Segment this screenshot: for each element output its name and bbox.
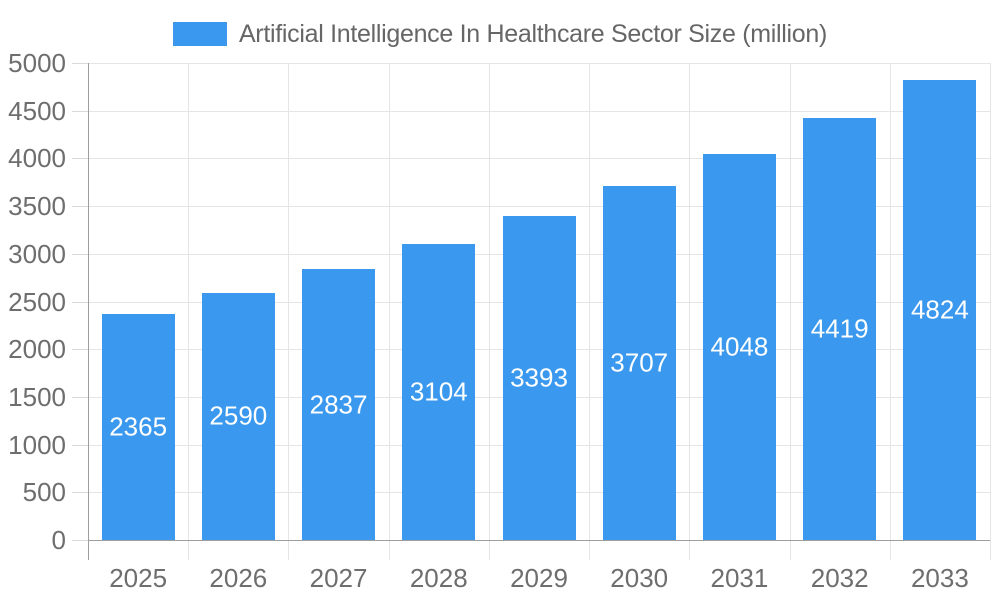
bar-2028[interactable]: 3104 [402, 243, 476, 540]
gridline-v [589, 63, 591, 560]
y-tick-mark [72, 301, 88, 303]
y-tick-mark [72, 540, 88, 541]
bar-2033[interactable]: 4824 [903, 79, 977, 540]
y-axis-label: 5000 [8, 48, 66, 78]
x-axis-label: 2032 [810, 563, 869, 593]
plot-area: 2365 2590 2837 3104 3393 3707 4048 4419 4824 [88, 63, 991, 560]
y-axis-label: 3500 [8, 191, 66, 222]
bar-value-label: 2365 [109, 411, 168, 442]
x-axis-label: 2031 [710, 563, 769, 593]
bar-value-label: 4048 [710, 331, 769, 362]
bar-value-label: 4419 [810, 313, 869, 344]
y-tick-mark [72, 349, 88, 351]
bar-value-label: 2590 [209, 400, 268, 431]
bar-2031[interactable]: 4048 [702, 153, 776, 540]
y-tick-mark [72, 110, 88, 112]
gridline-h [88, 206, 990, 208]
y-axis-label: 0 [51, 525, 66, 555]
y-tick-mark [72, 206, 88, 208]
gridline-v [488, 63, 490, 560]
legend-swatch [172, 22, 227, 46]
gridline-v [889, 63, 891, 560]
gridline-v [388, 63, 390, 560]
y-tick-mark [72, 158, 88, 160]
x-axis-label: 2030 [610, 563, 669, 593]
bar-value-label: 3393 [510, 362, 568, 393]
y-tick-mark [72, 444, 88, 446]
y-axis-label: 500 [22, 477, 66, 508]
bar-value-label: 2837 [309, 389, 368, 420]
y-axis-line [88, 63, 89, 560]
bar-2029[interactable]: 3393 [502, 216, 576, 540]
chart-title: Artificial Intelligence In Healthcare Se… [238, 19, 828, 48]
bar-2030[interactable]: 3707 [602, 186, 676, 540]
bar-2027[interactable]: 2837 [302, 269, 376, 540]
bar-2032[interactable]: 4419 [803, 118, 877, 540]
y-axis-label: 3000 [8, 238, 66, 269]
gridline-v [188, 63, 190, 560]
x-axis-label: 2029 [510, 563, 568, 593]
x-axis-label: 2027 [309, 563, 368, 593]
y-axis-label: 4000 [8, 143, 66, 174]
gridline-v [789, 63, 791, 560]
y-tick-mark [72, 253, 88, 255]
bar-2026[interactable]: 2590 [201, 292, 275, 540]
y-axis-label: 4500 [8, 95, 66, 126]
legend-item[interactable]: Artificial Intelligence In Healthcare Se… [0, 18, 1000, 50]
x-axis-label: 2033 [910, 563, 969, 593]
bar-2025[interactable]: 2365 [101, 314, 175, 540]
y-tick-mark [72, 396, 88, 398]
x-axis-line [88, 540, 990, 541]
gridline-h [88, 158, 990, 160]
bar-value-label: 4824 [910, 294, 969, 325]
bar-value-label: 3707 [610, 347, 669, 378]
x-axis-label: 2026 [209, 563, 268, 593]
gridline-v [990, 63, 991, 560]
y-axis-label: 2500 [8, 286, 66, 317]
gridline-h [88, 63, 990, 64]
gridline-h [88, 110, 990, 112]
x-axis-label: 2028 [409, 563, 468, 593]
y-axis-label: 2000 [8, 334, 66, 365]
gridline-v [288, 63, 290, 560]
y-axis-label: 1500 [8, 381, 66, 412]
y-tick-mark [72, 63, 88, 64]
y-tick-mark [72, 492, 88, 494]
y-axis-label: 1000 [8, 429, 66, 460]
x-axis-label: 2025 [109, 563, 168, 593]
bar-value-label: 3104 [409, 376, 468, 407]
gridline-v [689, 63, 691, 560]
